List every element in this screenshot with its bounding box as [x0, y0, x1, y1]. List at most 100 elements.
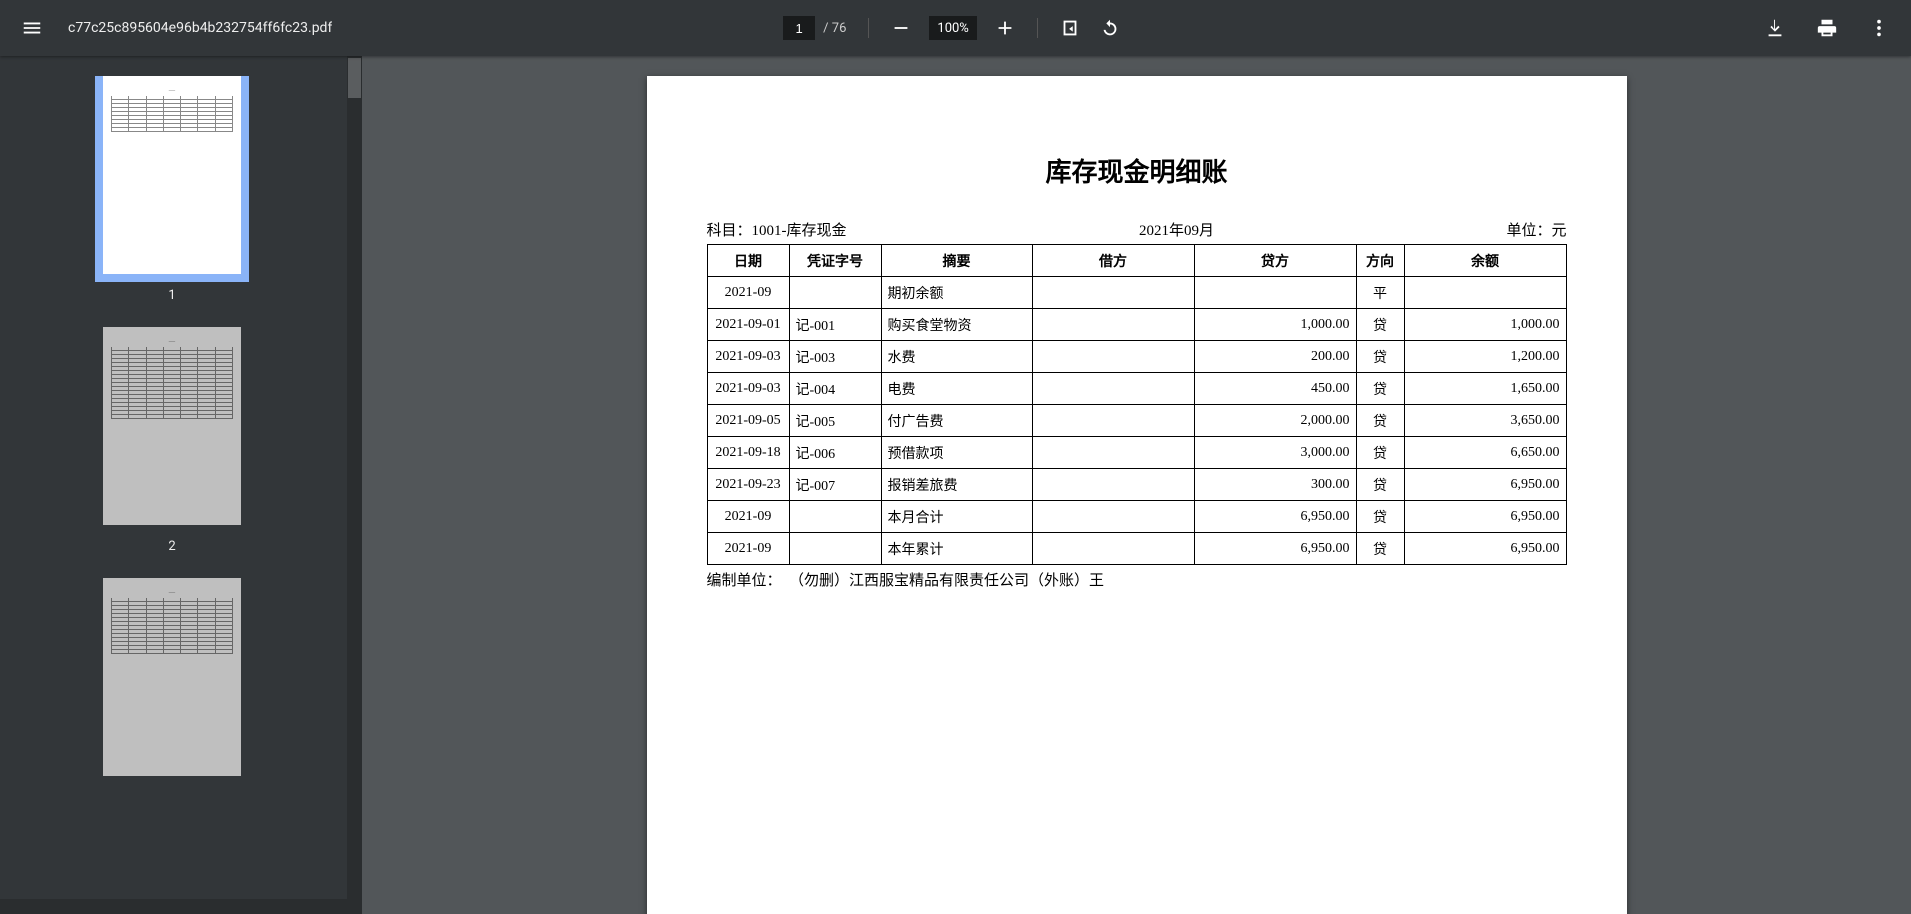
page-viewer[interactable]: 库存现金明细账 科目：1001-库存现金 2021年09月 单位：元 日期 凭证…: [362, 56, 1911, 914]
cell-date: 2021-09: [707, 277, 789, 309]
cell-debit: [1032, 309, 1194, 341]
page-number-input[interactable]: [783, 16, 815, 40]
ledger-table: 日期 凭证字号 摘要 借方 贷方 方向 余额 2021-09 期初余额 平 2021-…: [707, 244, 1567, 565]
table-header-row: 日期 凭证字号 摘要 借方 贷方 方向 余额: [707, 245, 1566, 277]
col-credit: 贷方: [1194, 245, 1356, 277]
cell-date: 2021-09-23: [707, 469, 789, 501]
cell-direction: 贷: [1356, 309, 1404, 341]
cell-direction: 平: [1356, 277, 1404, 309]
sidebar-scrollbar-horizontal[interactable]: [0, 899, 362, 914]
sidebar-scrollbar-vertical[interactable]: [347, 56, 362, 914]
cell-desc: 本年累计: [881, 533, 1032, 565]
cell-direction: 贷: [1356, 469, 1404, 501]
cell-credit: 6,950.00: [1194, 501, 1356, 533]
document-footer: 编制单位： （勿删）江西服宝精品有限责任公司（外账）王: [707, 569, 1567, 590]
cell-credit: 450.00: [1194, 373, 1356, 405]
separator: [1037, 18, 1038, 38]
cell-desc: 付广告费: [881, 405, 1032, 437]
cell-date: 2021-09-18: [707, 437, 789, 469]
print-icon: [1816, 17, 1838, 39]
col-balance: 余额: [1404, 245, 1566, 277]
cell-direction: 贷: [1356, 341, 1404, 373]
toolbar-left: c77c25c895604e96b4b232754ff6fc23.pdf: [14, 10, 783, 46]
footer-value: （勿删）江西服宝精品有限责任公司（外账）王: [789, 573, 1104, 589]
cell-direction: 贷: [1356, 533, 1404, 565]
subject-value: 1001-库存现金: [752, 223, 847, 239]
thumbnail[interactable]: ─── 2: [0, 327, 344, 554]
zoom-out-button[interactable]: [883, 10, 919, 46]
col-direction: 方向: [1356, 245, 1404, 277]
cell-voucher: 记-007: [789, 469, 881, 501]
page-total: / 76: [823, 21, 846, 36]
thumbnail[interactable]: ───: [0, 578, 344, 790]
zoom-level[interactable]: 100%: [929, 16, 976, 40]
cell-balance: 6,950.00: [1404, 501, 1566, 533]
cell-date: 2021-09: [707, 533, 789, 565]
download-button[interactable]: [1757, 10, 1793, 46]
thumbnail[interactable]: ───1: [0, 76, 344, 303]
cell-credit: 2,000.00: [1194, 405, 1356, 437]
cell-direction: 贷: [1356, 437, 1404, 469]
cell-voucher: [789, 501, 881, 533]
cell-voucher: 记-003: [789, 341, 881, 373]
table-row: 2021-09-03记-003水费200.00贷1,200.00: [707, 341, 1566, 373]
cell-balance: 1,650.00: [1404, 373, 1566, 405]
unit-value: 元: [1551, 223, 1566, 239]
cell-balance: 1,000.00: [1404, 309, 1566, 341]
more-button[interactable]: [1861, 10, 1897, 46]
rotate-button[interactable]: [1092, 10, 1128, 46]
cell-direction: 贷: [1356, 373, 1404, 405]
menu-button[interactable]: [14, 10, 50, 46]
cell-voucher: [789, 277, 881, 309]
cell-desc: 本月合计: [881, 501, 1032, 533]
unit: 单位：元: [1506, 219, 1566, 240]
cell-debit: [1032, 533, 1194, 565]
thumbnail-label: 1: [168, 288, 175, 303]
fit-page-button[interactable]: [1052, 10, 1088, 46]
unit-label: 单位：: [1506, 223, 1551, 239]
plus-icon: [994, 17, 1016, 39]
cell-debit: [1032, 469, 1194, 501]
cell-balance: 1,200.00: [1404, 341, 1566, 373]
cell-voucher: [789, 533, 881, 565]
zoom-in-button[interactable]: [987, 10, 1023, 46]
cell-balance: 6,950.00: [1404, 469, 1566, 501]
cell-balance: 3,650.00: [1404, 405, 1566, 437]
cell-credit: 1,000.00: [1194, 309, 1356, 341]
cell-direction: 贷: [1356, 405, 1404, 437]
cell-desc: 购买食堂物资: [881, 309, 1032, 341]
separator: [868, 18, 869, 38]
cell-date: 2021-09-03: [707, 373, 789, 405]
minus-icon: [890, 17, 912, 39]
scrollbar-thumb[interactable]: [348, 58, 361, 98]
col-debit: 借方: [1032, 245, 1194, 277]
cell-date: 2021-09-05: [707, 405, 789, 437]
print-button[interactable]: [1809, 10, 1845, 46]
pdf-page: 库存现金明细账 科目：1001-库存现金 2021年09月 单位：元 日期 凭证…: [647, 76, 1627, 914]
document-title: 库存现金明细账: [707, 152, 1567, 189]
page-total-num: 76: [832, 21, 847, 36]
thumbnail-image: ───: [103, 327, 241, 525]
cell-credit: 6,950.00: [1194, 533, 1356, 565]
period: 2021年09月: [847, 219, 1507, 240]
cell-balance: [1404, 277, 1566, 309]
cell-voucher: 记-005: [789, 405, 881, 437]
cell-credit: 3,000.00: [1194, 437, 1356, 469]
pdf-toolbar: c77c25c895604e96b4b232754ff6fc23.pdf / 7…: [0, 0, 1911, 56]
filename: c77c25c895604e96b4b232754ff6fc23.pdf: [68, 20, 332, 36]
thumbnail-label: 2: [168, 539, 175, 554]
cell-desc: 期初余额: [881, 277, 1032, 309]
document-meta: 科目：1001-库存现金 2021年09月 单位：元: [707, 219, 1567, 240]
col-voucher: 凭证字号: [789, 245, 881, 277]
thumbnail-sidebar: ───1 ─── 2 ───: [0, 56, 362, 914]
col-date: 日期: [707, 245, 789, 277]
cell-balance: 6,950.00: [1404, 533, 1566, 565]
cell-desc: 电费: [881, 373, 1032, 405]
fit-page-icon: [1059, 17, 1081, 39]
cell-desc: 预借款项: [881, 437, 1032, 469]
cell-credit: 300.00: [1194, 469, 1356, 501]
thumbnail-image: ───: [103, 578, 241, 776]
table-row: 2021-09本月合计6,950.00贷6,950.00: [707, 501, 1566, 533]
table-row: 2021-09 本年累计 6,950.00贷6,950.00: [707, 533, 1566, 565]
rotate-icon: [1099, 17, 1121, 39]
